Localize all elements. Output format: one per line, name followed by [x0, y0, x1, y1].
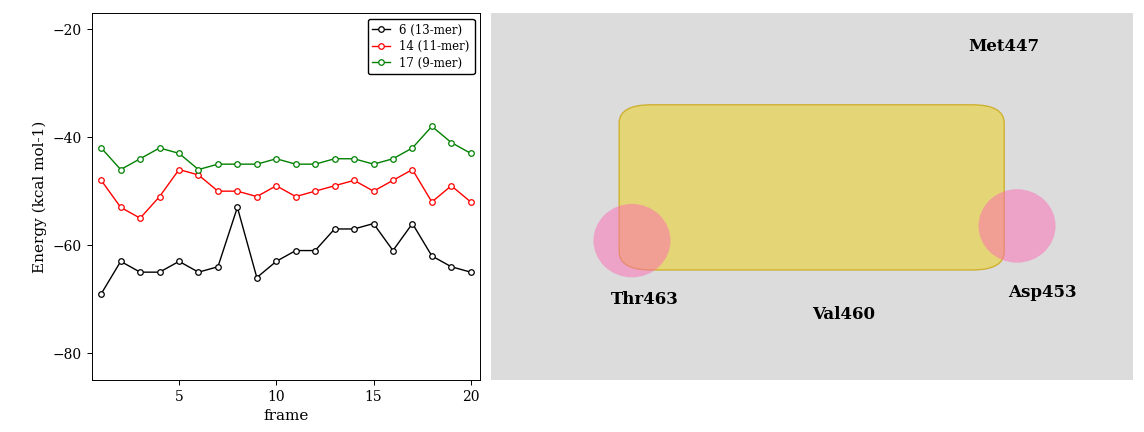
- 14 (11-mer): [94, 178, 108, 183]
- 17 (9-mer): [288, 162, 302, 167]
- 6 (13-mer): [386, 248, 399, 253]
- X-axis label: frame: frame: [263, 410, 309, 423]
- 17 (9-mer): [230, 162, 244, 167]
- Text: Met447: Met447: [969, 38, 1040, 54]
- 14 (11-mer): [347, 178, 360, 183]
- 17 (9-mer): [172, 151, 185, 156]
- 14 (11-mer): [308, 189, 321, 194]
- 6 (13-mer): [152, 270, 166, 275]
- Line: 14 (11-mer): 14 (11-mer): [98, 167, 474, 221]
- 6 (13-mer): [444, 264, 458, 270]
- 6 (13-mer): [94, 291, 108, 296]
- 14 (11-mer): [405, 167, 419, 172]
- 6 (13-mer): [288, 248, 302, 253]
- 17 (9-mer): [405, 146, 419, 151]
- 17 (9-mer): [191, 167, 205, 172]
- 17 (9-mer): [444, 140, 458, 145]
- 17 (9-mer): [269, 156, 283, 162]
- 14 (11-mer): [366, 189, 380, 194]
- 6 (13-mer): [327, 226, 341, 232]
- 6 (13-mer): [133, 270, 146, 275]
- 14 (11-mer): [444, 183, 458, 188]
- 17 (9-mer): [113, 167, 127, 172]
- 6 (13-mer): [210, 264, 224, 270]
- 6 (13-mer): [405, 221, 419, 226]
- 14 (11-mer): [327, 183, 341, 188]
- Line: 6 (13-mer): 6 (13-mer): [98, 205, 474, 296]
- 17 (9-mer): [94, 146, 108, 151]
- 14 (11-mer): [424, 200, 438, 205]
- 6 (13-mer): [113, 259, 127, 264]
- 17 (9-mer): [308, 162, 321, 167]
- 6 (13-mer): [424, 253, 438, 258]
- 14 (11-mer): [230, 189, 244, 194]
- 6 (13-mer): [269, 259, 283, 264]
- 14 (11-mer): [172, 167, 185, 172]
- 17 (9-mer): [386, 156, 399, 162]
- Line: 17 (9-mer): 17 (9-mer): [98, 124, 474, 172]
- 17 (9-mer): [210, 162, 224, 167]
- 17 (9-mer): [327, 156, 341, 162]
- Ellipse shape: [594, 204, 670, 277]
- 14 (11-mer): [269, 183, 283, 188]
- 6 (13-mer): [366, 221, 380, 226]
- 17 (9-mer): [249, 162, 263, 167]
- 17 (9-mer): [133, 156, 146, 162]
- Text: Asp453: Asp453: [1008, 283, 1077, 301]
- 6 (13-mer): [191, 270, 205, 275]
- 17 (9-mer): [463, 151, 477, 156]
- 14 (11-mer): [152, 194, 166, 199]
- FancyBboxPatch shape: [619, 105, 1004, 270]
- Text: Val460: Val460: [812, 305, 875, 323]
- 14 (11-mer): [191, 172, 205, 178]
- Ellipse shape: [978, 189, 1056, 263]
- 6 (13-mer): [172, 259, 185, 264]
- Text: Thr463: Thr463: [611, 291, 678, 308]
- 14 (11-mer): [463, 200, 477, 205]
- 14 (11-mer): [249, 194, 263, 199]
- 6 (13-mer): [249, 275, 263, 280]
- 6 (13-mer): [463, 270, 477, 275]
- 17 (9-mer): [152, 146, 166, 151]
- 14 (11-mer): [210, 189, 224, 194]
- 6 (13-mer): [347, 226, 360, 232]
- 17 (9-mer): [347, 156, 360, 162]
- 14 (11-mer): [386, 178, 399, 183]
- 6 (13-mer): [308, 248, 321, 253]
- 6 (13-mer): [230, 205, 244, 210]
- 14 (11-mer): [288, 194, 302, 199]
- 17 (9-mer): [424, 124, 438, 129]
- Y-axis label: Energy (kcal mol-1): Energy (kcal mol-1): [32, 121, 47, 273]
- Legend: 6 (13-mer), 14 (11-mer), 17 (9-mer): 6 (13-mer), 14 (11-mer), 17 (9-mer): [367, 19, 475, 74]
- 14 (11-mer): [133, 216, 146, 221]
- 17 (9-mer): [366, 162, 380, 167]
- 14 (11-mer): [113, 205, 127, 210]
